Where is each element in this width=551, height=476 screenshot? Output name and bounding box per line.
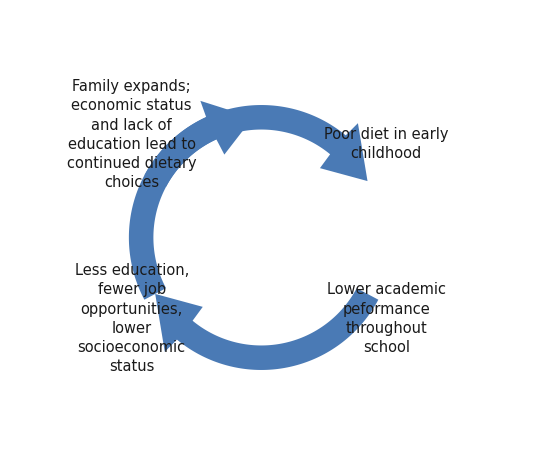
Text: Lower academic
peformance
throughout
school: Lower academic peformance throughout sch…: [327, 282, 446, 354]
Text: Poor diet in early
childhood: Poor diet in early childhood: [324, 127, 449, 161]
Text: Family expands;
economic status
and lack of
education lead to
continued dietary
: Family expands; economic status and lack…: [67, 79, 197, 190]
Polygon shape: [155, 288, 379, 370]
Polygon shape: [129, 102, 253, 300]
Text: Less education,
fewer job
opportunities,
lower
socioeconomic
status: Less education, fewer job opportunities,…: [74, 263, 189, 373]
Polygon shape: [144, 106, 368, 188]
